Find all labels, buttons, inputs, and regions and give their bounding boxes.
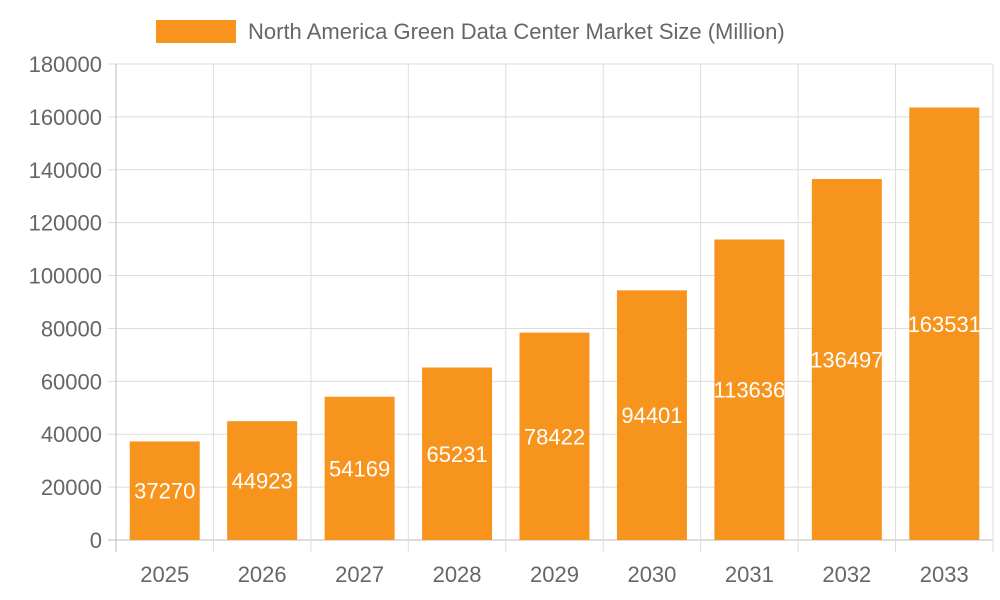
x-tick-label: 2026 (238, 562, 287, 587)
y-tick-label: 0 (90, 528, 102, 553)
x-tick-label: 2025 (140, 562, 189, 587)
bar[interactable] (909, 107, 980, 540)
legend-swatch (156, 20, 236, 43)
bar[interactable] (422, 367, 493, 540)
data-label: 65231 (426, 442, 487, 467)
bar[interactable] (519, 332, 590, 540)
legend-label: North America Green Data Center Market S… (248, 19, 785, 44)
bars: 37270 44923 54169 65231 78422 94401 113636 1364… (129, 107, 981, 540)
data-label: 94401 (621, 403, 682, 428)
x-tick-label: 2033 (920, 562, 969, 587)
bar-group[interactable]: 65231 (422, 367, 493, 540)
x-tick-label: 2027 (335, 562, 384, 587)
bar[interactable] (616, 290, 687, 540)
y-tick-label: 180000 (29, 52, 102, 77)
y-tick-label: 120000 (29, 211, 102, 236)
y-tick-label: 140000 (29, 158, 102, 183)
y-tick-label: 40000 (41, 422, 102, 447)
y-tick-label: 160000 (29, 105, 102, 130)
y-tick-label: 80000 (41, 316, 102, 341)
x-tick-label: 2030 (627, 562, 676, 587)
bar-group[interactable]: 163531 (908, 107, 981, 540)
bar[interactable] (324, 396, 395, 540)
bar-group[interactable]: 113636 (713, 239, 785, 540)
x-tick-label: 2031 (725, 562, 774, 587)
x-tick-label: 2032 (822, 562, 871, 587)
bar[interactable] (714, 239, 785, 540)
y-tick-label: 100000 (29, 264, 102, 289)
bar[interactable] (811, 179, 882, 540)
data-label: 163531 (908, 312, 981, 337)
bar-group[interactable]: 37270 (129, 441, 200, 540)
data-label: 44923 (232, 469, 293, 494)
y-tick-label: 20000 (41, 475, 102, 500)
grid (108, 63, 994, 552)
bar-group[interactable]: 136497 (810, 179, 883, 540)
bar-group[interactable]: 78422 (519, 332, 590, 540)
x-tick-label: 2028 (433, 562, 482, 587)
bar-group[interactable]: 44923 (227, 421, 298, 540)
axes: 0 20000 40000 60000 80000 100000 120000 140000 1… (29, 52, 969, 587)
x-tick-label: 2029 (530, 562, 579, 587)
y-tick-label: 60000 (41, 369, 102, 394)
data-label: 136497 (810, 348, 883, 373)
data-label: 78422 (524, 424, 585, 449)
data-label: 113636 (713, 378, 785, 403)
legend[interactable]: North America Green Data Center Market S… (156, 19, 785, 44)
data-label: 37270 (134, 479, 195, 504)
bar-group[interactable]: 94401 (616, 290, 687, 540)
bar[interactable] (227, 421, 298, 540)
bar[interactable] (129, 441, 200, 540)
data-label: 54169 (329, 456, 390, 481)
bar-group[interactable]: 54169 (324, 396, 395, 540)
